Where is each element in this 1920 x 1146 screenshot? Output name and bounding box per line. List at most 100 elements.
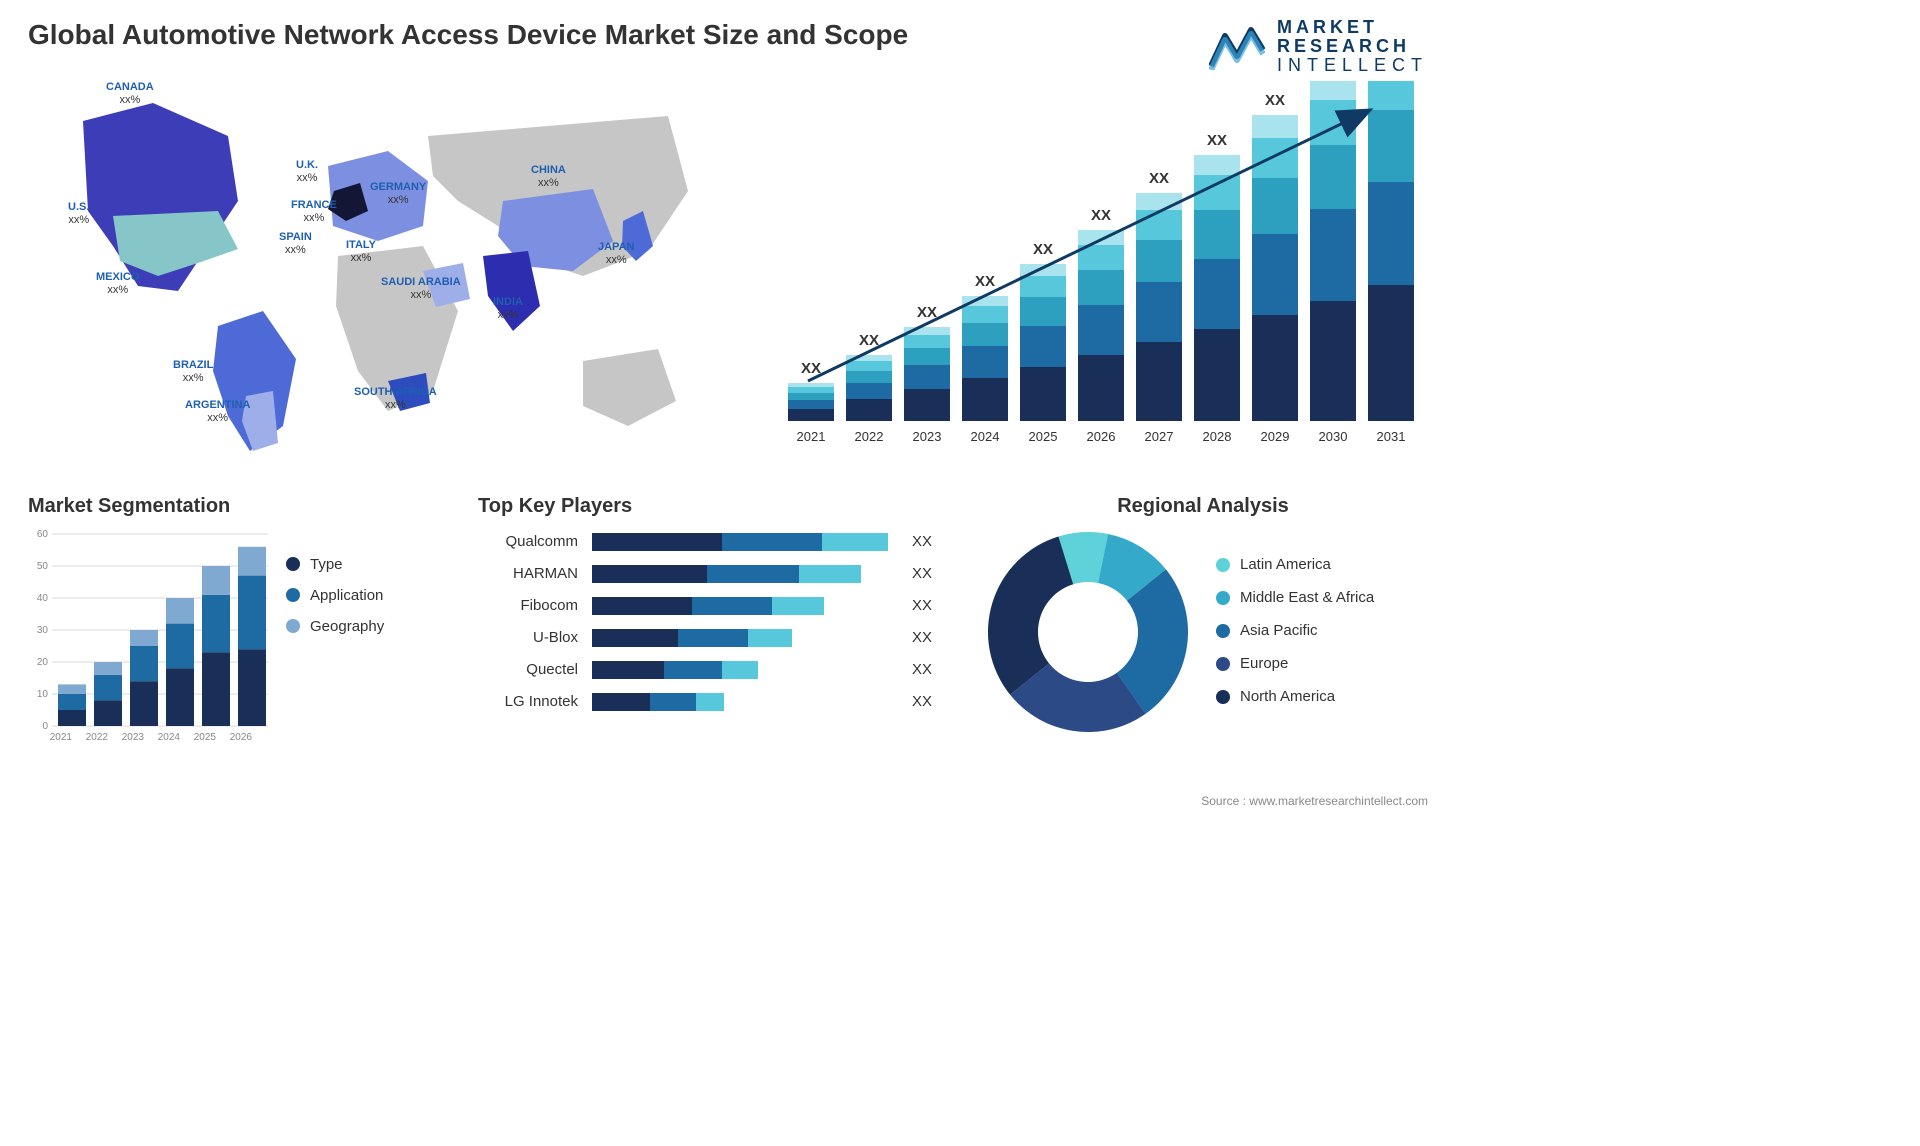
player-value: XX [912, 629, 932, 646]
donut-slice [988, 536, 1073, 694]
donut-legend-item: Middle East & Africa [1216, 589, 1374, 606]
seg-ytick: 10 [37, 689, 49, 700]
seg-bar-seg [58, 684, 86, 694]
seg-bar-seg [202, 566, 230, 595]
main-bar-seg [1310, 145, 1356, 209]
key-players-title: Top Key Players [478, 495, 948, 518]
main-bar-year: 2030 [1319, 429, 1348, 444]
player-bar [592, 629, 892, 647]
donut-legend-item: Europe [1216, 655, 1374, 672]
seg-ytick: 20 [37, 657, 49, 668]
legend-label: North America [1240, 688, 1335, 705]
main-bar-seg [1136, 342, 1182, 421]
main-bar-seg [1020, 297, 1066, 326]
seg-ytick: 50 [37, 561, 49, 572]
legend-label: Asia Pacific [1240, 622, 1318, 639]
main-bar-seg [962, 323, 1008, 346]
main-bar-seg [1368, 285, 1414, 421]
main-bar-seg [788, 387, 834, 393]
main-bar-seg [1020, 326, 1066, 367]
main-bar-seg [1368, 110, 1414, 182]
player-name: Fibocom [478, 597, 578, 614]
player-bar [592, 533, 892, 551]
logo-line3: INTELLECT [1277, 56, 1428, 75]
main-bar-seg [1078, 355, 1124, 421]
logo-line2: RESEARCH [1277, 37, 1428, 56]
main-chart-svg: XX2021XX2022XX2023XX2024XX2025XX2026XX20… [748, 81, 1428, 477]
player-value: XX [912, 533, 932, 550]
world-map: CANADAxx%U.S.xx%MEXICOxx%BRAZILxx%ARGENT… [28, 81, 708, 477]
legend-swatch [1216, 690, 1230, 704]
map-label-france: FRANCExx% [291, 199, 337, 225]
seg-ytick: 0 [42, 721, 48, 732]
map-label-saudi-arabia: SAUDI ARABIAxx% [381, 276, 461, 302]
main-bar-seg [788, 409, 834, 421]
seg-bar-seg [94, 662, 122, 675]
map-label-canada: CANADAxx% [106, 81, 154, 107]
regional-panel: Regional Analysis Latin AmericaMiddle Ea… [978, 495, 1428, 765]
main-bar-year: 2026 [1087, 429, 1116, 444]
player-bar [592, 565, 892, 583]
main-bar-seg [1310, 81, 1356, 100]
map-label-mexico: MEXICOxx% [96, 271, 139, 297]
seg-year: 2023 [122, 732, 145, 743]
segmentation-legend: TypeApplicationGeography [286, 526, 384, 765]
player-bar-seg [799, 565, 861, 583]
seg-legend-item: Type [286, 556, 384, 573]
legend-label: Application [310, 587, 383, 604]
legend-swatch [286, 557, 300, 571]
seg-bar-seg [166, 623, 194, 668]
seg-bar-seg [94, 700, 122, 726]
seg-bar-seg [94, 674, 122, 700]
donut-legend-item: North America [1216, 688, 1374, 705]
seg-bar-seg [130, 630, 158, 646]
key-players-chart: QualcommXXHARMANXXFibocomXXU-BloxXXQuect… [478, 526, 948, 765]
main-bar-seg [1310, 209, 1356, 301]
main-bar-seg [1368, 81, 1414, 110]
seg-bar-seg [238, 546, 266, 575]
main-bar-year: 2031 [1377, 429, 1406, 444]
legend-label: Type [310, 556, 343, 573]
player-row: QuectelXX [478, 654, 948, 686]
logo-icon [1209, 22, 1265, 70]
logo-text: MARKET RESEARCH INTELLECT [1277, 18, 1428, 75]
player-value: XX [912, 693, 932, 710]
player-bar-seg [592, 629, 678, 647]
seg-legend-item: Application [286, 587, 384, 604]
map-label-india: INDIAxx% [493, 296, 523, 322]
player-bar-seg [592, 661, 664, 679]
main-bar-seg [1252, 178, 1298, 234]
main-bar-seg [846, 361, 892, 371]
seg-year: 2024 [158, 732, 181, 743]
main-bar-seg [788, 400, 834, 409]
player-name: U-Blox [478, 629, 578, 646]
seg-bar-seg [202, 594, 230, 652]
player-value: XX [912, 661, 932, 678]
player-bar-seg [748, 629, 792, 647]
main-bar-seg [1252, 315, 1298, 421]
legend-swatch [1216, 558, 1230, 572]
player-bar-seg [650, 693, 696, 711]
main-market-chart: XX2021XX2022XX2023XX2024XX2025XX2026XX20… [748, 81, 1428, 477]
player-bar-seg [664, 661, 722, 679]
main-bar-year: 2027 [1145, 429, 1174, 444]
main-bar-seg [904, 389, 950, 421]
segmentation-panel: Market Segmentation 01020304050602021202… [28, 495, 448, 765]
brand-logo: MARKET RESEARCH INTELLECT [1209, 18, 1428, 75]
map-label-argentina: ARGENTINAxx% [185, 399, 250, 425]
main-bar-seg [1252, 115, 1298, 138]
player-bar-seg [696, 693, 724, 711]
seg-bar-seg [58, 710, 86, 726]
seg-ytick: 60 [37, 529, 49, 540]
player-row: U-Blox XX [478, 622, 948, 654]
donut-wrap: Latin AmericaMiddle East & AfricaAsia Pa… [978, 526, 1428, 736]
main-bar-seg [1136, 240, 1182, 282]
player-value: XX [912, 565, 932, 582]
main-bar-year: 2022 [855, 429, 884, 444]
bottom-row: Market Segmentation 01020304050602021202… [28, 495, 1428, 765]
main-bar-seg [846, 383, 892, 399]
seg-year: 2025 [194, 732, 217, 743]
main-bar-seg [1194, 155, 1240, 175]
map-label-italy: ITALYxx% [346, 239, 376, 265]
seg-bar-seg [58, 694, 86, 710]
